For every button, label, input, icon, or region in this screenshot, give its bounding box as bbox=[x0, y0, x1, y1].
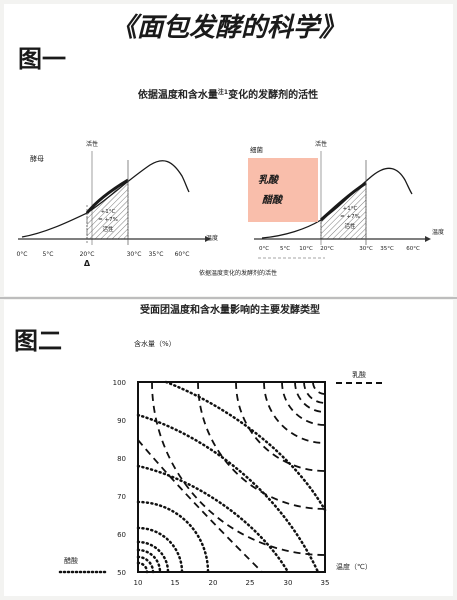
figure2-x-label: 温度（℃） bbox=[336, 562, 372, 571]
right-chart-tick: 30°C bbox=[359, 246, 373, 252]
figure2-chart: 含水量（%） 100 90 80 70 60 50 10 15 20 25 30… bbox=[58, 339, 384, 587]
figure2-x-tick: 10 bbox=[134, 579, 143, 587]
lactic-contour bbox=[303, 381, 326, 404]
figure1-tag: 图一 bbox=[18, 45, 66, 73]
legend-lactic-label: 乳酸 bbox=[352, 370, 366, 379]
acetic-contour bbox=[136, 413, 320, 574]
figure2-x-tick: 30 bbox=[284, 579, 293, 587]
left-chart-tick: 0°C bbox=[16, 251, 27, 258]
sticky-note-text-2: 醋酸 bbox=[262, 194, 284, 206]
left-chart-tick: 35°C bbox=[149, 251, 164, 258]
lactic-contour bbox=[312, 381, 326, 395]
left-chart-shaded-note-2: = +7% bbox=[98, 217, 118, 223]
figure2-y-tick: 70 bbox=[117, 493, 126, 501]
acetic-contour bbox=[136, 540, 170, 574]
lactic-contour bbox=[197, 381, 326, 510]
lactic-contours bbox=[137, 381, 326, 573]
right-chart-y-label: 活性 bbox=[315, 140, 327, 148]
figure2-x-tick: 15 bbox=[171, 579, 180, 587]
lactic-contour bbox=[137, 439, 263, 573]
figure2-y-tick: 60 bbox=[117, 531, 126, 539]
figure2-title: 受面团温度和含水量影响的主要发酵类型 bbox=[140, 303, 320, 316]
left-chart-series-label: 酵母 bbox=[30, 155, 44, 163]
right-chart-shaded-note-2: = +7% bbox=[340, 214, 360, 220]
right-chart: 活性 细菌 温度 乳酸 醋酸 +1°C = +7% 活性 0°C 5°C 10°… bbox=[248, 140, 444, 259]
figure1-caption: 依据温度变化的发酵剂的活性 bbox=[199, 269, 277, 277]
lactic-contour bbox=[151, 381, 326, 556]
sticky-note bbox=[248, 158, 318, 222]
left-chart-tick: 30°C bbox=[127, 251, 142, 258]
right-chart-shaded-note-1: +1°C bbox=[343, 206, 358, 212]
figure2-x-tick: 35 bbox=[321, 579, 330, 587]
left-chart-curve bbox=[21, 160, 190, 238]
figure1-title-main: 依据温度和含水量 bbox=[138, 88, 218, 101]
figure1-title-note: 注1 bbox=[218, 88, 228, 96]
legend-acetic-label: 醋酸 bbox=[64, 556, 78, 565]
figure2-panel bbox=[4, 300, 453, 596]
left-chart-tick: 5°C bbox=[42, 251, 53, 258]
figure1-panel bbox=[4, 4, 453, 296]
acetic-contours bbox=[136, 380, 327, 574]
left-chart: 活性 酵母 温度 +1°C = +7% 活性 0°C 5°C 20°C 30°C… bbox=[16, 140, 218, 268]
sticky-note-text-1: 乳酸 bbox=[258, 174, 280, 186]
acetic-contour bbox=[136, 561, 149, 574]
right-chart-x-label: 温度 bbox=[432, 228, 444, 236]
figure1-title-rest: 变化的发酵剂的活性 bbox=[228, 88, 318, 101]
acetic-contour bbox=[136, 500, 210, 574]
left-chart-tick: 20°C bbox=[80, 251, 95, 258]
figure2-x-tick: 25 bbox=[246, 579, 255, 587]
page-title: 《面包发酵的科学》 bbox=[111, 13, 345, 43]
left-chart-y-label: 活性 bbox=[86, 140, 98, 148]
right-chart-curve bbox=[261, 167, 413, 239]
right-chart-axis-arrow bbox=[425, 236, 431, 242]
acetic-contour bbox=[136, 464, 290, 574]
left-chart-tick: 60°C bbox=[175, 251, 190, 258]
figure2-y-tick: 50 bbox=[117, 569, 126, 577]
svg-text:依据温度和含水量注1变化的发酵剂的活性: 依据温度和含水量注1变化的发酵剂的活性 bbox=[138, 88, 318, 101]
right-chart-tick: 10°C bbox=[299, 246, 313, 252]
figure1-title: 依据温度和含水量注1变化的发酵剂的活性 bbox=[138, 88, 318, 101]
left-chart-axis-arrow bbox=[205, 236, 211, 242]
figure2-y-tick: 80 bbox=[117, 455, 126, 463]
figure2-y-tick: 90 bbox=[117, 417, 126, 425]
figure2-tag: 图二 bbox=[14, 327, 62, 355]
left-chart-x-label: 温度 bbox=[206, 234, 218, 242]
acetic-contour bbox=[136, 548, 162, 574]
right-chart-tick: 5°C bbox=[280, 246, 290, 252]
left-chart-shaded-note-3: 活性 bbox=[102, 225, 114, 233]
figure2-plot-box bbox=[137, 381, 326, 573]
right-chart-tick: 60°C bbox=[406, 246, 420, 252]
acetic-contour bbox=[164, 380, 327, 512]
figure2-y-label: 含水量（%） bbox=[134, 339, 176, 348]
right-chart-tick: 35°C bbox=[380, 246, 394, 252]
lactic-contour bbox=[235, 381, 326, 472]
left-chart-shaded-note-1: +1°C bbox=[101, 209, 116, 215]
figure2-y-tick: 100 bbox=[113, 379, 126, 387]
right-chart-tick: 20°C bbox=[320, 246, 334, 252]
left-chart-thick-segment bbox=[85, 178, 129, 214]
right-chart-series-label: 细菌 bbox=[250, 145, 264, 154]
acetic-contour bbox=[136, 555, 155, 574]
right-chart-tick: 0°C bbox=[259, 246, 269, 252]
right-chart-shaded-note-3: 活性 bbox=[344, 222, 356, 230]
left-chart-mark: Δ bbox=[84, 259, 91, 268]
acetic-contour bbox=[136, 526, 184, 574]
figure2-x-tick: 20 bbox=[209, 579, 218, 587]
lactic-contour bbox=[294, 381, 326, 413]
